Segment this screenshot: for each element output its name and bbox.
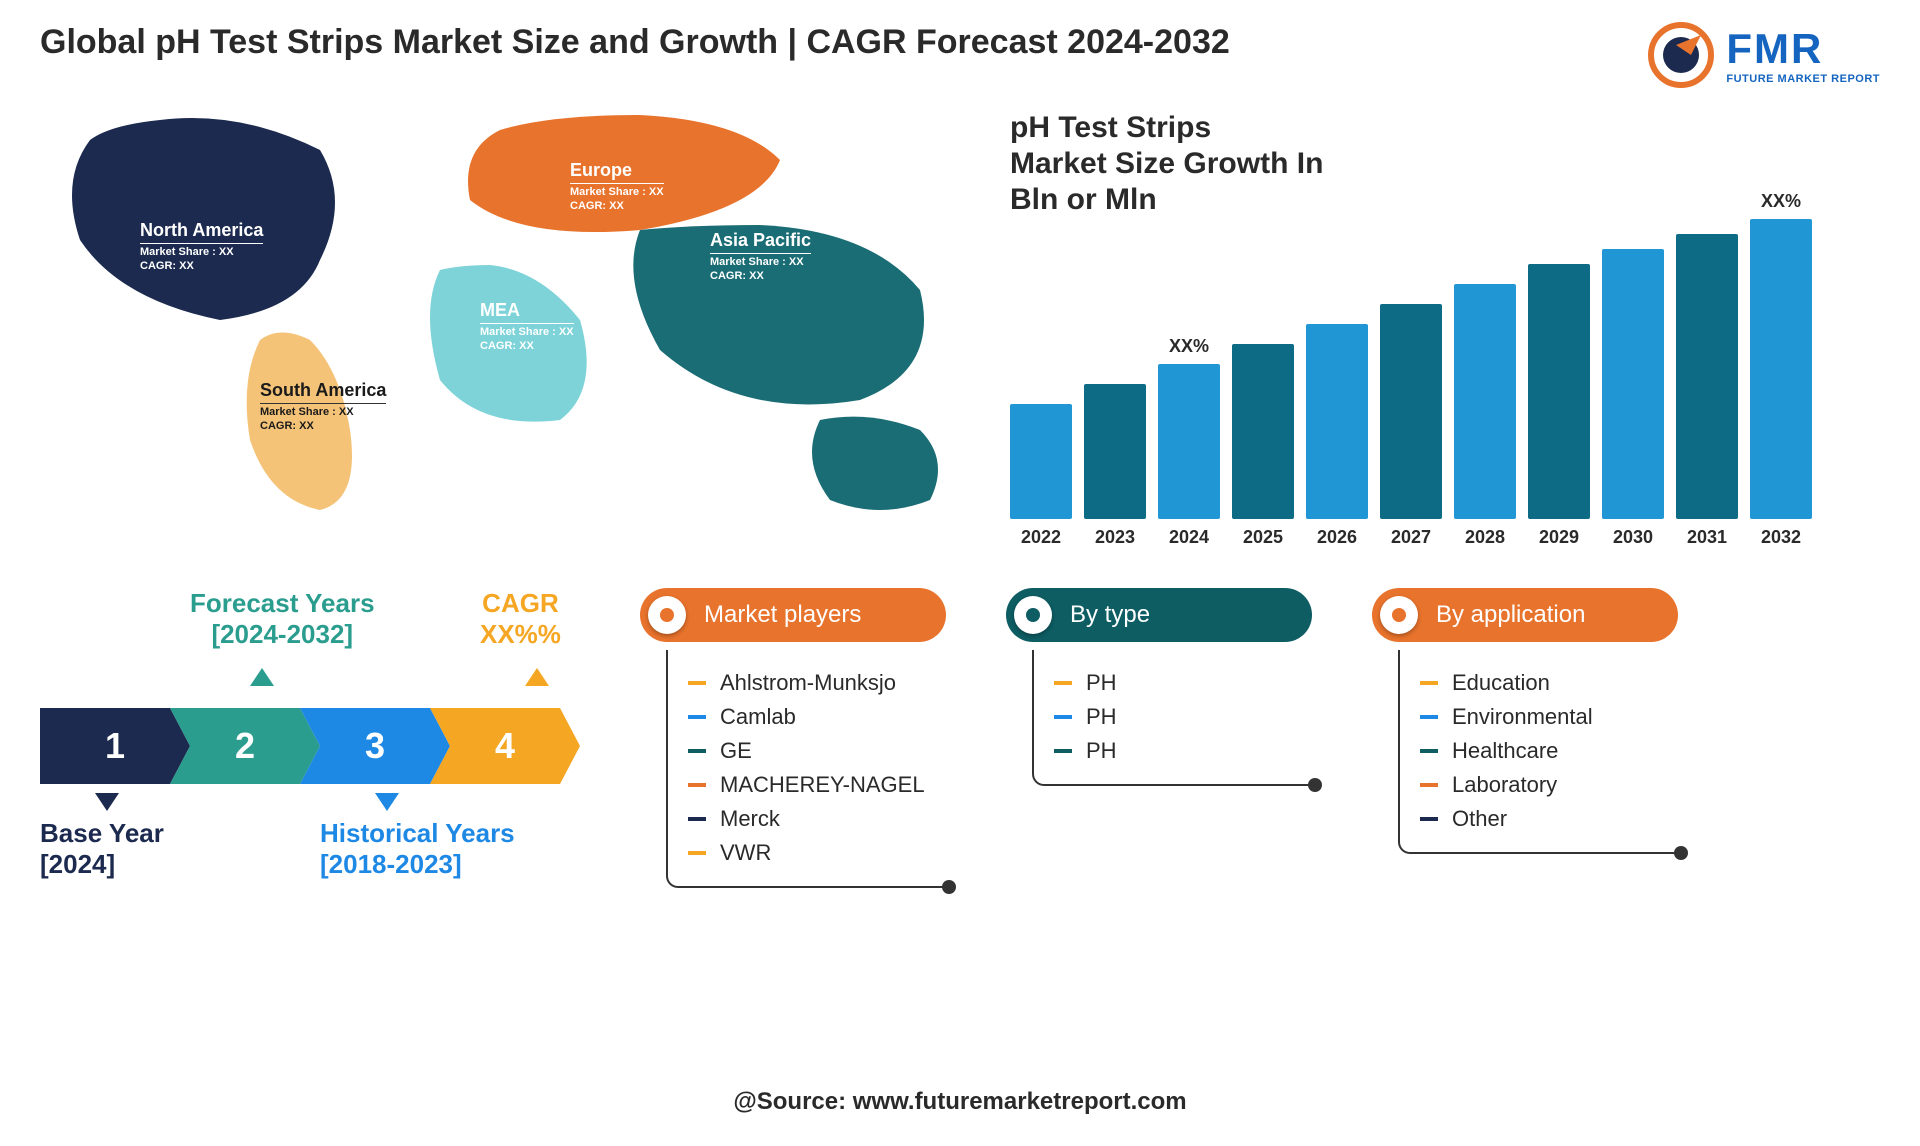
section-pill: Market players: [640, 588, 946, 642]
region-label: EuropeMarket Share : XXCAGR: XX: [570, 160, 664, 212]
list-item: MACHEREY-NAGEL: [688, 768, 946, 802]
cagr-label: CAGR XX%%: [480, 588, 561, 650]
list-item: Education: [1420, 666, 1678, 700]
region-label: South AmericaMarket Share : XXCAGR: XX: [260, 380, 386, 432]
list-item: Merck: [688, 802, 946, 836]
list-item: Laboratory: [1420, 768, 1678, 802]
category-section: Market players Ahlstrom-MunksjoCamlabGEMA…: [640, 588, 946, 888]
bar: 2026: [1306, 324, 1368, 548]
arrow-up-icon: [250, 668, 274, 686]
item-list: Ahlstrom-MunksjoCamlabGEMACHEREY-NAGELMe…: [666, 650, 946, 888]
logo-subtitle: FUTURE MARKET REPORT: [1726, 73, 1880, 85]
timeline-step: 3: [300, 708, 450, 784]
source-text: @Source: www.futuremarketreport.com: [733, 1088, 1186, 1116]
forecast-label: Forecast Years [2024-2032]: [190, 588, 375, 650]
region-label: North AmericaMarket Share : XXCAGR: XX: [140, 220, 263, 272]
bar: 2025: [1232, 344, 1294, 548]
list-item: PH: [1054, 666, 1312, 700]
chart-title: pH Test StripsMarket Size Growth InBln o…: [1010, 110, 1880, 218]
bar: 2023: [1084, 384, 1146, 548]
item-list: EducationEnvironmentalHealthcareLaborato…: [1398, 650, 1678, 854]
list-item: Ahlstrom-Munksjo: [688, 666, 946, 700]
bar: 2022: [1010, 404, 1072, 548]
bar: 2031: [1676, 234, 1738, 548]
list-item: GE: [688, 734, 946, 768]
world-map: North AmericaMarket Share : XXCAGR: XX So…: [40, 100, 980, 530]
logo-text: FMR: [1726, 25, 1880, 73]
timeline: Forecast Years [2024-2032] CAGR XX%% 123…: [40, 588, 610, 908]
bar-chart: pH Test StripsMarket Size Growth InBln o…: [1010, 100, 1880, 548]
list-item: Camlab: [688, 700, 946, 734]
page-title: Global pH Test Strips Market Size and Gr…: [40, 20, 1230, 64]
list-item: PH: [1054, 734, 1312, 768]
list-item: VWR: [688, 836, 946, 870]
bar: 2027: [1380, 304, 1442, 548]
timeline-step: 2: [170, 708, 320, 784]
logo: FMR FUTURE MARKET REPORT: [1646, 20, 1880, 90]
list-item: PH: [1054, 700, 1312, 734]
logo-icon: [1646, 20, 1716, 90]
bar: 2030: [1602, 249, 1664, 548]
section-pill: By type: [1006, 588, 1312, 642]
bar: XX%2024: [1158, 364, 1220, 548]
category-section: By application EducationEnvironmentalHeal…: [1372, 588, 1678, 888]
list-item: Other: [1420, 802, 1678, 836]
arrow-down-icon: [95, 793, 119, 811]
list-item: Healthcare: [1420, 734, 1678, 768]
arrow-down-icon: [375, 793, 399, 811]
historical-label: Historical Years [2018-2023]: [320, 818, 515, 880]
base-year-label: Base Year [2024]: [40, 818, 164, 880]
bar: 2028: [1454, 284, 1516, 548]
bar: 2029: [1528, 264, 1590, 548]
arrow-up-icon: [525, 668, 549, 686]
section-pill: By application: [1372, 588, 1678, 642]
timeline-step: 4: [430, 708, 580, 784]
region-label: MEAMarket Share : XXCAGR: XX: [480, 300, 574, 352]
list-item: Environmental: [1420, 700, 1678, 734]
item-list: PHPHPH: [1032, 650, 1312, 786]
category-section: By typePHPHPH: [1006, 588, 1312, 888]
region-label: Asia PacificMarket Share : XXCAGR: XX: [710, 230, 811, 282]
bar: XX%2032: [1750, 219, 1812, 548]
timeline-step: 1: [40, 708, 190, 784]
